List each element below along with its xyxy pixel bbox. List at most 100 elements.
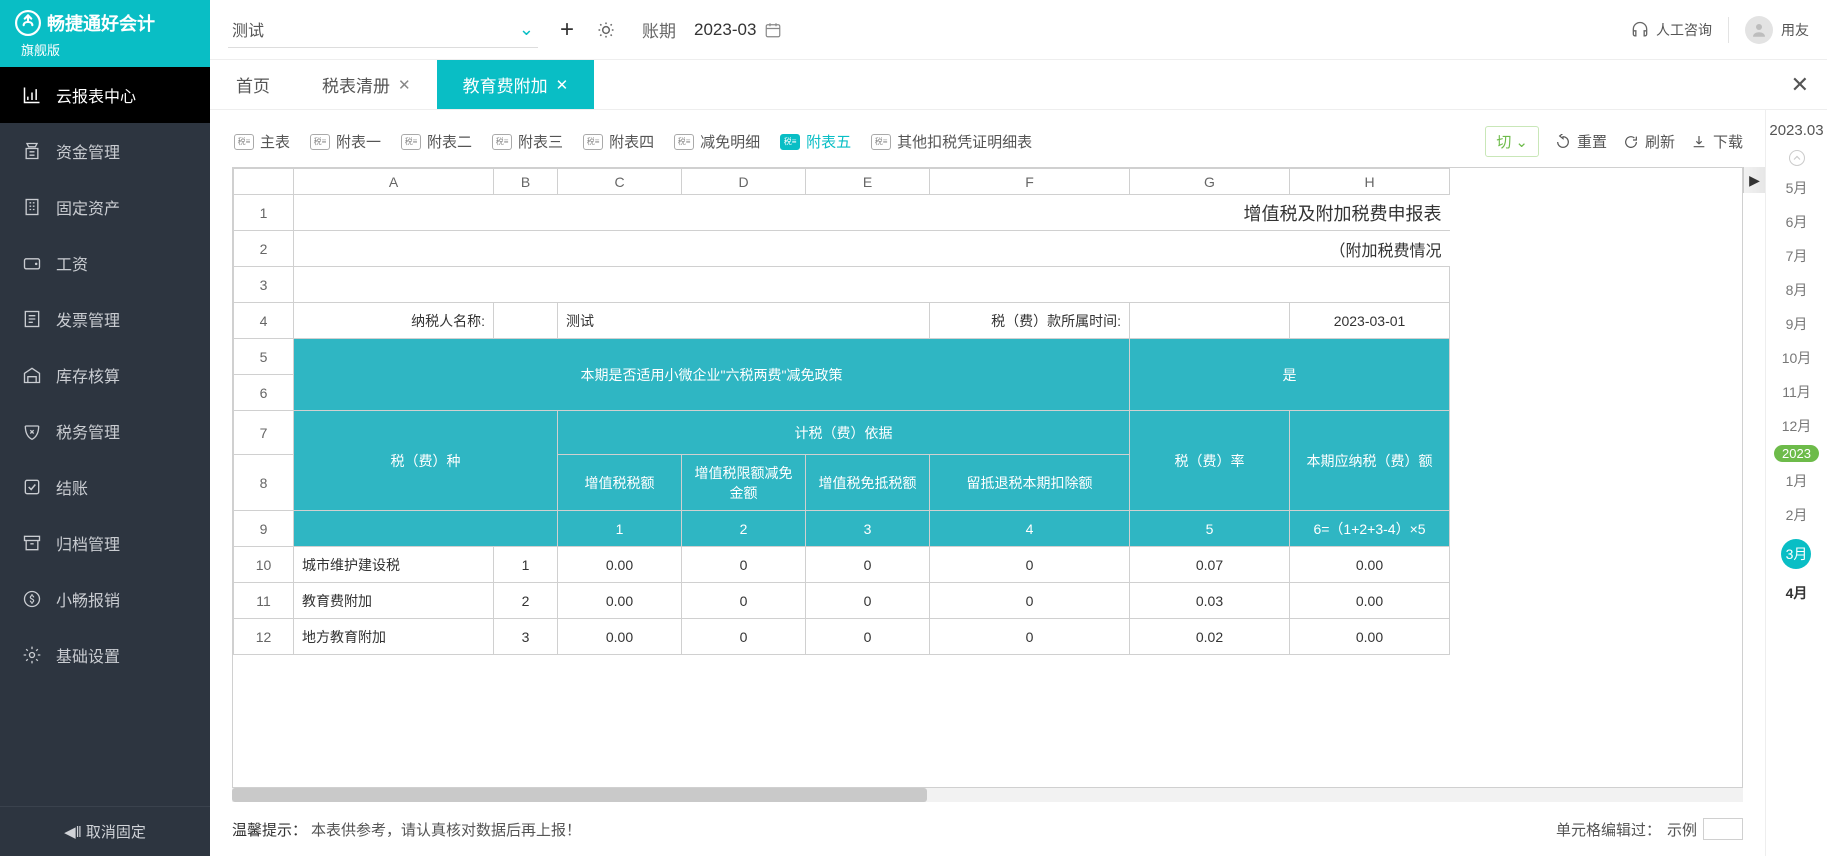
sidebar-item-archive[interactable]: 归档管理 <box>0 515 210 571</box>
data-cell[interactable]: 0.03 <box>1130 583 1290 619</box>
spreadsheet-scroll[interactable]: ABCDEFGH1增值税及附加税费申报表2（附加税费情况34 纳税人名称: 测试… <box>232 167 1743 788</box>
sidebar-item-money[interactable]: 资金管理 <box>0 123 210 179</box>
data-cell[interactable]: 0 <box>682 583 806 619</box>
switch-button[interactable]: 切 ⌄ <box>1485 126 1539 157</box>
close-all-tabs-button[interactable]: ✕ <box>1791 72 1809 98</box>
data-cell[interactable]: 0.00 <box>1290 547 1450 583</box>
refresh-button[interactable]: 刷新 <box>1623 131 1675 152</box>
col-header[interactable]: C <box>558 169 682 195</box>
tax-name-cell[interactable]: 教育费附加 <box>294 583 494 619</box>
subtab[interactable]: 税≡附表一 <box>308 127 383 156</box>
sidebar-unpin-button[interactable]: ◀‖取消固定 <box>0 806 210 856</box>
tax-name-cell[interactable]: 地方教育附加 <box>294 619 494 655</box>
data-cell[interactable]: 0 <box>682 547 806 583</box>
subtab[interactable]: 税≡附表二 <box>399 127 474 156</box>
subtab[interactable]: 税≡附表五 <box>778 127 853 156</box>
row-header[interactable]: 6 <box>234 375 294 411</box>
month-item[interactable]: 9月 <box>1774 307 1819 341</box>
subtab[interactable]: 税≡其他扣税凭证明细表 <box>869 127 1034 156</box>
data-cell[interactable]: 0.00 <box>1290 619 1450 655</box>
rail-up-button[interactable] <box>1788 145 1806 171</box>
data-cell[interactable]: 0 <box>930 583 1130 619</box>
month-item[interactable]: 1月 <box>1774 464 1819 498</box>
taxpayer-name[interactable]: 测试 <box>558 303 930 339</box>
subtab[interactable]: 税≡减免明细 <box>672 127 762 156</box>
month-item[interactable]: 2月 <box>1774 498 1819 532</box>
row-header[interactable]: 11 <box>234 583 294 619</box>
tab[interactable]: 税表清册✕ <box>296 60 437 109</box>
period-value[interactable]: 2023-03-01 <box>1290 303 1450 339</box>
sheet-expand-button[interactable]: ▶ <box>1743 167 1765 193</box>
horizontal-scrollbar[interactable] <box>232 788 1743 802</box>
sidebar-item-reimburse[interactable]: 小畅报销 <box>0 571 210 627</box>
col-header[interactable]: E <box>806 169 930 195</box>
data-cell[interactable]: 0.00 <box>558 583 682 619</box>
row-header[interactable]: 5 <box>234 339 294 375</box>
data-cell[interactable]: 0.00 <box>558 619 682 655</box>
row-header[interactable]: 2 <box>234 231 294 267</box>
col-header[interactable]: D <box>682 169 806 195</box>
consult-button[interactable]: 人工咨询 <box>1630 20 1712 40</box>
period-selector[interactable]: 账期 2023-03 <box>642 17 782 42</box>
add-button[interactable]: + <box>560 16 574 44</box>
tab[interactable]: 教育费附加✕ <box>437 60 595 109</box>
row-header[interactable]: 7 <box>234 411 294 455</box>
row-header[interactable]: 4 <box>234 303 294 339</box>
settings-button[interactable] <box>596 20 616 40</box>
sidebar-item-close-book[interactable]: 结账 <box>0 459 210 515</box>
org-selector[interactable]: 测试 ⌄ <box>228 11 538 48</box>
cell[interactable] <box>1130 303 1290 339</box>
reset-button[interactable]: 重置 <box>1555 131 1607 152</box>
month-item[interactable]: 6月 <box>1774 205 1819 239</box>
sidebar-item-tax[interactable]: 税务管理 <box>0 403 210 459</box>
corner-cell[interactable] <box>234 169 294 195</box>
data-cell[interactable]: 0 <box>682 619 806 655</box>
sidebar-item-invoice[interactable]: 发票管理 <box>0 291 210 347</box>
data-cell[interactable]: 0.07 <box>1130 547 1290 583</box>
month-item[interactable]: 7月 <box>1774 239 1819 273</box>
subtab[interactable]: 税≡附表四 <box>581 127 656 156</box>
subtab[interactable]: 税≡附表三 <box>490 127 565 156</box>
row-header[interactable]: 3 <box>234 267 294 303</box>
download-button[interactable]: 下载 <box>1691 131 1743 152</box>
sidebar-item-warehouse[interactable]: 库存核算 <box>0 347 210 403</box>
row-header[interactable]: 1 <box>234 195 294 231</box>
sidebar-item-wallet[interactable]: 工资 <box>0 235 210 291</box>
cell[interactable] <box>294 267 1450 303</box>
data-cell[interactable]: 0.02 <box>1130 619 1290 655</box>
month-item[interactable]: 5月 <box>1774 171 1819 205</box>
month-item[interactable]: 10月 <box>1774 341 1819 375</box>
data-cell[interactable]: 0 <box>930 619 1130 655</box>
idx-cell[interactable]: 1 <box>494 547 558 583</box>
data-cell[interactable]: 0.00 <box>1290 583 1450 619</box>
col-header[interactable]: F <box>930 169 1130 195</box>
sidebar-item-chart[interactable]: 云报表中心 <box>0 67 210 123</box>
cell[interactable] <box>494 303 558 339</box>
col-header[interactable]: G <box>1130 169 1290 195</box>
data-cell[interactable]: 0 <box>930 547 1130 583</box>
month-item[interactable]: 11月 <box>1774 375 1819 409</box>
row-header[interactable]: 9 <box>234 511 294 547</box>
month-item[interactable]: 8月 <box>1774 273 1819 307</box>
tab-close-icon[interactable]: ✕ <box>556 76 569 94</box>
month-item[interactable]: 4月 <box>1774 576 1819 610</box>
sidebar-item-building[interactable]: 固定资产 <box>0 179 210 235</box>
data-cell[interactable]: 0 <box>806 619 930 655</box>
idx-cell[interactable]: 3 <box>494 619 558 655</box>
col-header[interactable]: B <box>494 169 558 195</box>
tab-close-icon[interactable]: ✕ <box>398 76 411 94</box>
tab[interactable]: 首页 <box>210 60 296 109</box>
subtab[interactable]: 税≡主表 <box>232 127 292 156</box>
month-item-current[interactable]: 3月 <box>1774 532 1819 576</box>
data-cell[interactable]: 0 <box>806 583 930 619</box>
col-header[interactable]: H <box>1290 169 1450 195</box>
month-item[interactable]: 12月 <box>1774 409 1819 443</box>
col-header[interactable]: A <box>294 169 494 195</box>
idx-cell[interactable]: 2 <box>494 583 558 619</box>
row-header[interactable]: 8 <box>234 455 294 511</box>
row-header[interactable]: 12 <box>234 619 294 655</box>
data-cell[interactable]: 0 <box>806 547 930 583</box>
tax-name-cell[interactable]: 城市维护建设税 <box>294 547 494 583</box>
row-header[interactable]: 10 <box>234 547 294 583</box>
user-menu[interactable]: 用友 <box>1745 16 1809 44</box>
